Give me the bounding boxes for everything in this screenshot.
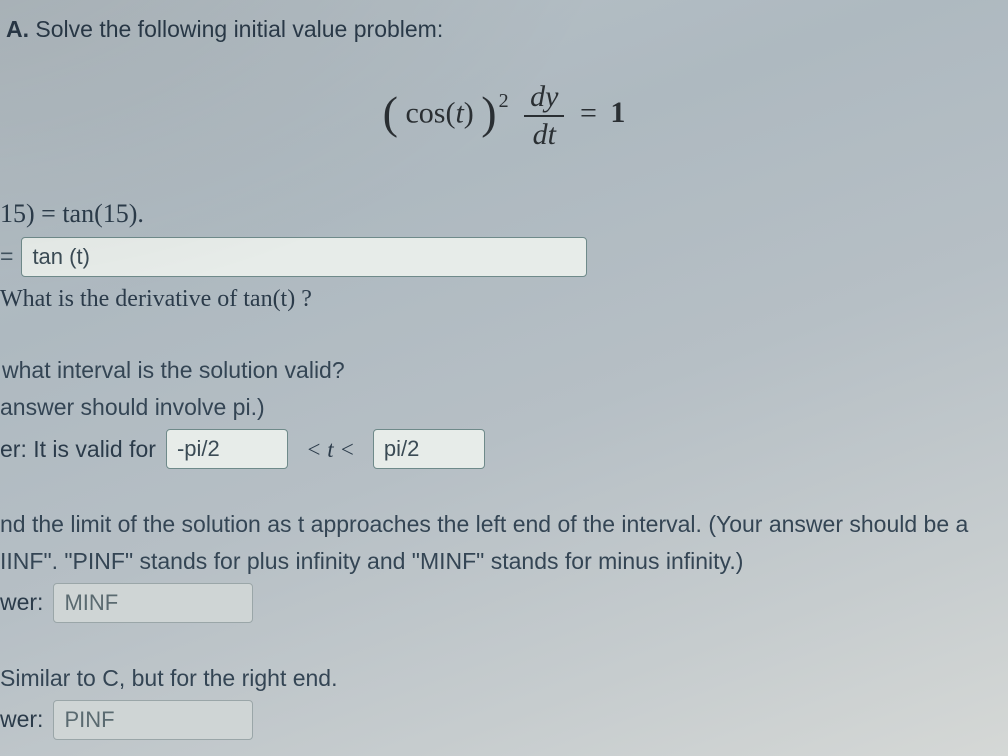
limit-right-input[interactable]: PINF — [53, 700, 253, 740]
equals-sign: = — [580, 96, 597, 129]
initial-condition: 15) = tan(15). — [0, 196, 1008, 231]
limit-left-lead: wer: — [0, 587, 43, 618]
fraction-denominator: dt — [524, 117, 564, 151]
dy-dt-fraction: dy dt — [524, 81, 564, 150]
interval-lead: er: It is valid for — [0, 434, 156, 465]
interval-answer-row: er: It is valid for -pi/2 < t < pi/2 — [0, 429, 1008, 469]
limit-right-lead: wer: — [0, 704, 43, 735]
interval-middle: < t < — [306, 434, 355, 465]
limit-left-answer-row: wer: MINF — [0, 583, 1008, 623]
part-a-header: A. Solve the following initial value pro… — [6, 14, 1008, 45]
interval-note: answer should involve pi.) — [0, 392, 1008, 423]
limit-right-line: Similar to C, but for the right end. — [0, 663, 1008, 694]
equals-prefix: = — [0, 241, 13, 272]
part-a-label: A. — [6, 16, 29, 42]
interval-upper-input[interactable]: pi/2 — [373, 429, 485, 469]
problem-content: A. Solve the following initial value pro… — [0, 0, 1008, 746]
limit-left-line1: nd the limit of the solution as t approa… — [0, 509, 1008, 540]
right-paren: ) — [481, 87, 496, 138]
fraction-numerator: dy — [524, 81, 564, 117]
exponent: 2 — [499, 90, 509, 112]
derivative-hint-row: What is the derivative of tan(t) ? — [0, 283, 1008, 315]
solution-input[interactable]: tan (t) — [21, 237, 587, 277]
interval-lower-input[interactable]: -pi/2 — [166, 429, 288, 469]
limit-left-input[interactable]: MINF — [53, 583, 253, 623]
part-a-prompt: Solve the following initial value proble… — [35, 16, 443, 42]
solution-row: = tan (t) — [0, 237, 1008, 277]
cos-text: cos(t) — [405, 96, 473, 129]
limit-right-answer-row: wer: PINF — [0, 700, 1008, 740]
left-paren: ( — [383, 87, 398, 138]
ode-equation: ( cos(t) )2 dy dt = 1 — [0, 81, 1008, 150]
limit-left-line2: IINF". "PINF" stands for plus infinity a… — [0, 546, 1008, 577]
interval-question: what interval is the solution valid? — [2, 355, 1008, 386]
derivative-hint: What is the derivative of tan(t) ? — [0, 286, 312, 312]
equation-rhs: 1 — [610, 96, 625, 129]
initial-condition-text: 15) = tan(15). — [0, 199, 144, 228]
